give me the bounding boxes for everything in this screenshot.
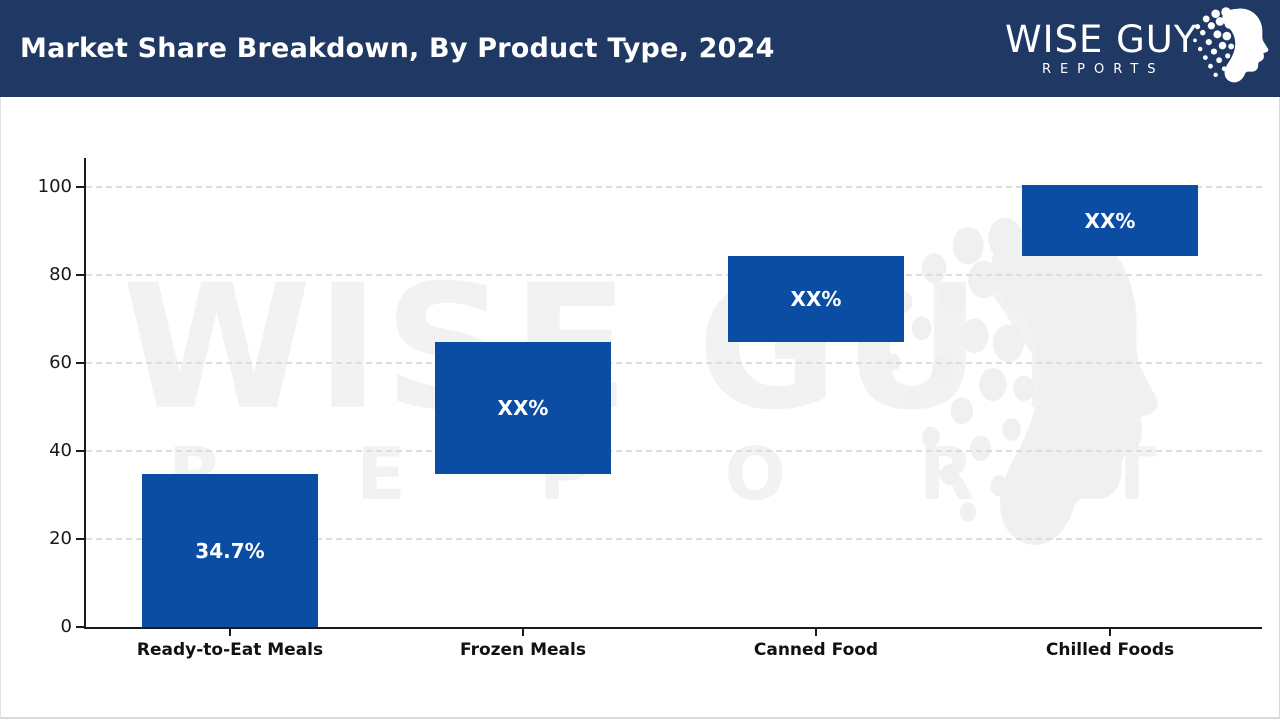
x-tick-mark-ready-to-eat-meals xyxy=(229,629,231,636)
watermark-face-icon xyxy=(886,217,1159,545)
bar-chilled-foods: XX% xyxy=(1022,185,1198,257)
y-tick-mark-80 xyxy=(76,274,84,276)
gridline-80 xyxy=(86,274,1262,276)
y-tick-label-100: 100 xyxy=(37,176,72,197)
x-category-label-canned-food: Canned Food xyxy=(753,640,879,660)
x-tick-mark-canned-food xyxy=(815,629,817,636)
brand-subtitle: REPORTS xyxy=(1041,61,1165,77)
chart-title: Market Share Breakdown, By Product Type,… xyxy=(20,33,775,64)
gridline-20 xyxy=(86,538,1262,540)
brand-name: WISE GUY xyxy=(1005,18,1198,62)
y-tick-label-40: 40 xyxy=(49,440,72,461)
gridline-60 xyxy=(86,362,1262,364)
y-tick-label-20: 20 xyxy=(49,528,72,549)
y-axis-line xyxy=(84,158,86,629)
bar-value-label-canned-food: XX% xyxy=(790,286,842,311)
bar-frozen-meals: XX% xyxy=(435,341,611,475)
bar-value-label-frozen-meals: XX% xyxy=(497,396,549,421)
x-tick-mark-frozen-meals xyxy=(522,629,524,636)
brand-face-icon xyxy=(1193,7,1269,83)
y-tick-label-80: 80 xyxy=(49,264,72,285)
bar-value-label-chilled-foods: XX% xyxy=(1084,208,1136,233)
x-category-label-frozen-meals: Frozen Meals xyxy=(460,640,586,660)
y-tick-mark-0 xyxy=(76,626,84,628)
gridline-40 xyxy=(86,450,1262,452)
x-category-label-ready-to-eat-meals: Ready-to-Eat Meals xyxy=(136,640,324,660)
y-tick-mark-100 xyxy=(76,186,84,188)
brand-logo-text: WISE GUY REPORTS xyxy=(1005,18,1198,77)
y-tick-label-0: 0 xyxy=(60,616,72,637)
brand-logo: WISE GUY REPORTS xyxy=(1005,4,1270,94)
x-category-label-chilled-foods: Chilled Foods xyxy=(1045,640,1175,660)
header-bar: Market Share Breakdown, By Product Type,… xyxy=(0,0,1280,97)
y-tick-mark-40 xyxy=(76,450,84,452)
y-tick-mark-60 xyxy=(76,362,84,364)
bar-value-label-ready-to-eat-meals: 34.7% xyxy=(195,538,265,563)
bar-canned-food: XX% xyxy=(728,256,904,342)
y-tick-mark-20 xyxy=(76,538,84,540)
y-tick-label-60: 60 xyxy=(49,352,72,373)
x-tick-mark-chilled-foods xyxy=(1109,629,1111,636)
x-axis-line xyxy=(84,627,1262,629)
bar-ready-to-eat-meals: 34.7% xyxy=(142,474,318,627)
gridline-100 xyxy=(86,186,1262,188)
